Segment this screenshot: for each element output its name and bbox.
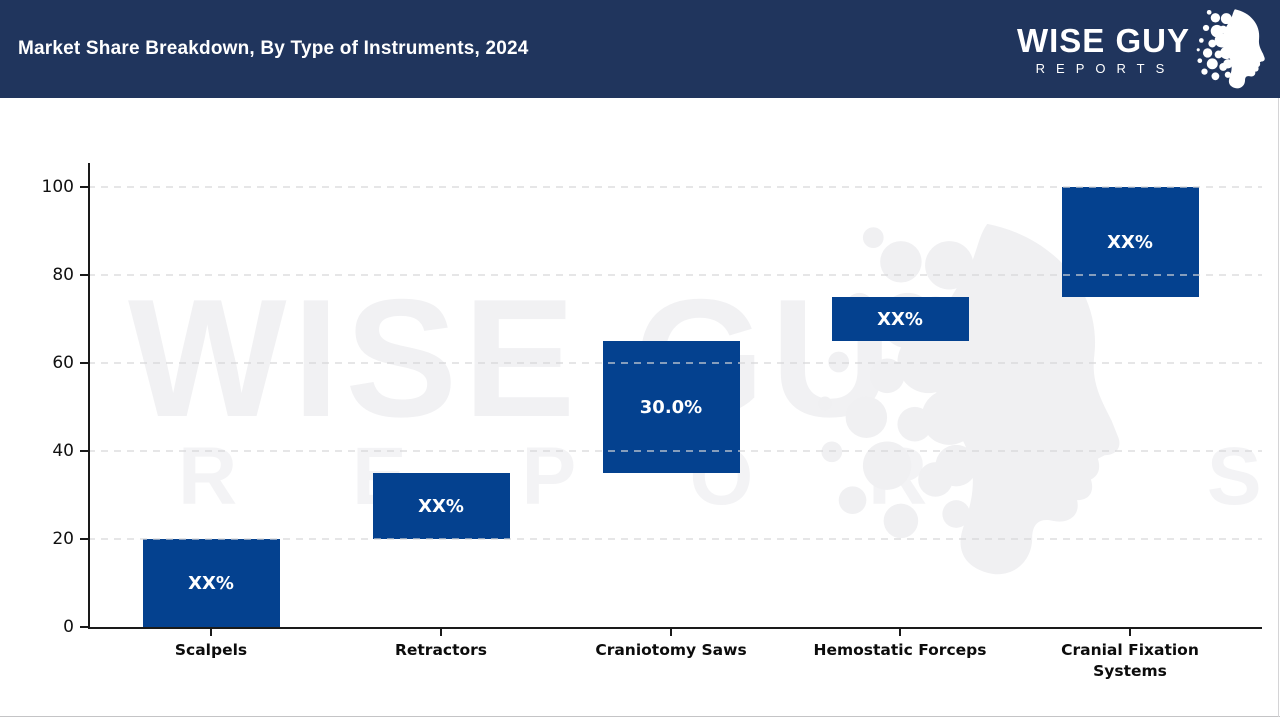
x-axis-spine xyxy=(88,627,1262,629)
brand-logo: WISE GUY REPORTS xyxy=(1017,0,1270,98)
bar-craniotomy-saws: 30.0% xyxy=(602,341,740,473)
x-category-label-hemostatic-forceps: Hemostatic Forceps xyxy=(813,641,987,659)
bar-value-label: XX% xyxy=(877,308,923,330)
x-tick-mark-1 xyxy=(210,629,212,636)
gridline-40 xyxy=(88,450,1262,452)
gridline-100 xyxy=(88,186,1262,188)
chart-title: Market Share Breakdown, By Type of Instr… xyxy=(18,38,529,59)
gridline-60 xyxy=(88,362,1262,364)
right-hairline xyxy=(1278,98,1279,717)
bar-value-label: 30.0% xyxy=(639,396,703,418)
x-category-label-cranial-fixation-systems: Cranial Fixation Systems xyxy=(1061,641,1199,680)
x-category-label-scalpels: Scalpels xyxy=(174,641,248,659)
bar-scalpels: XX% xyxy=(142,539,280,627)
x-tick-mark-5 xyxy=(1129,629,1131,636)
brand-head-dots-icon xyxy=(1192,6,1270,92)
y-tick-label-100: 100 xyxy=(41,177,74,197)
y-tick-label-40: 40 xyxy=(52,441,74,461)
x-category-label-craniotomy-saws: Craniotomy Saws xyxy=(595,641,747,659)
x-category-label-retractors: Retractors xyxy=(394,641,488,659)
gridline-20 xyxy=(88,538,1262,540)
bar-cranial-fixation-systems: XX% xyxy=(1061,187,1199,297)
y-tick-mark-80 xyxy=(80,274,88,276)
brand-name: WISE GUY xyxy=(1016,21,1190,59)
gridline-80 xyxy=(88,274,1262,276)
y-tick-mark-60 xyxy=(80,362,88,364)
y-tick-label-20: 20 xyxy=(52,529,74,549)
x-tick-mark-2 xyxy=(440,629,442,636)
y-tick-label-80: 80 xyxy=(52,265,74,285)
bar-value-label: XX% xyxy=(1107,231,1153,253)
y-tick-mark-100 xyxy=(80,186,88,188)
x-tick-mark-4 xyxy=(899,629,901,636)
bar-retractors: XX% xyxy=(372,473,510,539)
y-axis-spine xyxy=(88,163,90,629)
bar-hemostatic-forceps: XX% xyxy=(831,297,969,341)
brand-subname: REPORTS xyxy=(1035,60,1176,76)
header-bar: Market Share Breakdown, By Type of Instr… xyxy=(0,0,1280,98)
y-tick-mark-20 xyxy=(80,538,88,540)
brand-logo-words: WISE GUY REPORTS xyxy=(1017,24,1190,75)
y-tick-mark-40 xyxy=(80,450,88,452)
y-tick-mark-0 xyxy=(80,626,88,628)
bar-value-label: XX% xyxy=(188,572,234,594)
y-tick-label-60: 60 xyxy=(52,353,74,373)
bar-value-label: XX% xyxy=(418,495,464,517)
bottom-hairline xyxy=(0,716,1280,717)
y-tick-label-0: 0 xyxy=(63,617,74,637)
x-tick-mark-3 xyxy=(670,629,672,636)
